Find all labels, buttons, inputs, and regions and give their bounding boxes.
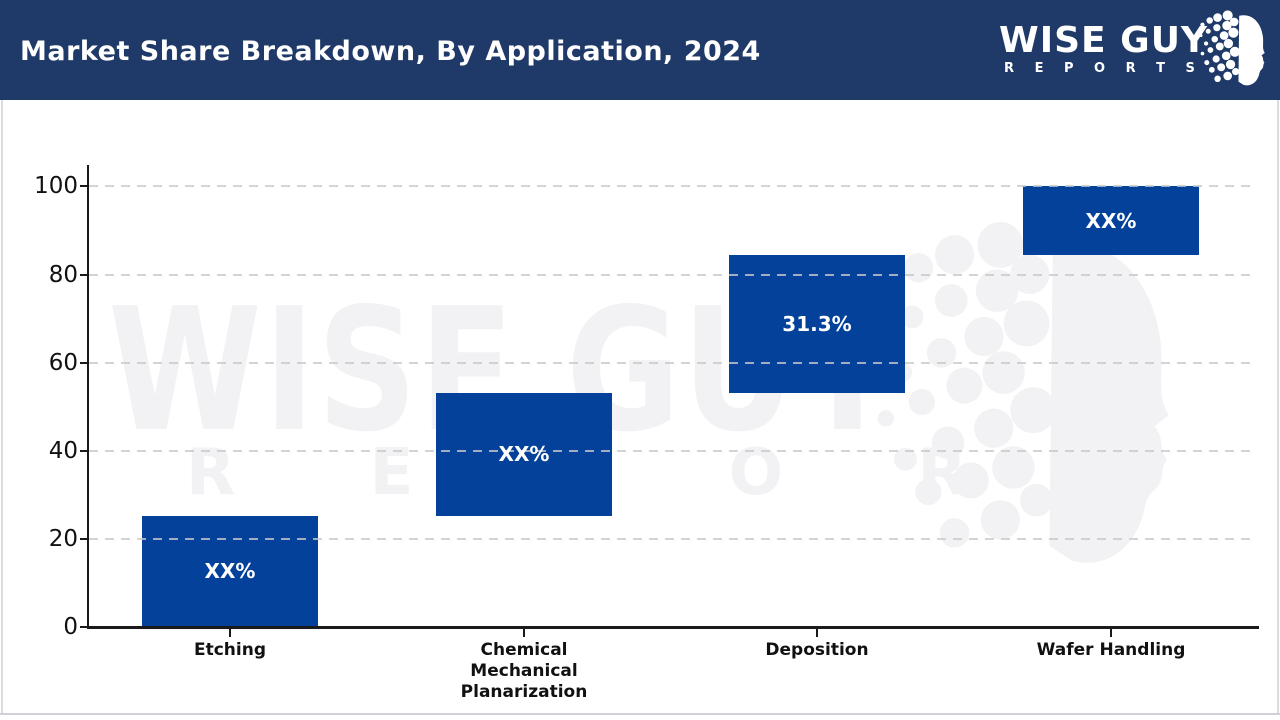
y-tick-label-0: 0 xyxy=(63,614,78,640)
gridline-80 xyxy=(89,273,1253,276)
bar-wafer-handling xyxy=(1023,186,1199,255)
gridline-40 xyxy=(89,449,1253,452)
page-border-right xyxy=(1277,100,1279,713)
y-tick-100 xyxy=(80,185,88,188)
y-tick-20 xyxy=(80,537,88,540)
y-tick-label-20: 20 xyxy=(48,525,78,552)
logo-head-icon xyxy=(1196,8,1268,92)
bar-value-label: XX% xyxy=(1085,208,1137,233)
bar-chemical-mechanical-planarization xyxy=(436,392,612,516)
x-axis-spine xyxy=(87,626,1259,629)
y-tick-label-80: 80 xyxy=(48,261,78,288)
logo-text: WISE GUY R E P O R T S xyxy=(999,22,1208,78)
x-category-label: Etching xyxy=(193,640,267,660)
gridline-100 xyxy=(89,185,1253,188)
logo-wordmark: WISE GUY xyxy=(998,20,1208,61)
chart-title: Market Share Breakdown, By Application, … xyxy=(20,36,761,67)
bar-deposition xyxy=(729,254,905,393)
x-tick xyxy=(1110,629,1112,637)
x-tick xyxy=(229,629,231,637)
y-tick-label-40: 40 xyxy=(48,437,78,464)
x-category-label: Chemical Mechanical Planarization xyxy=(460,640,588,702)
page-border-left xyxy=(1,100,3,713)
page-border-bottom xyxy=(0,713,1280,715)
bar-value-label: 31.3% xyxy=(782,311,852,336)
header-bar: Market Share Breakdown, By Application, … xyxy=(0,0,1280,100)
bar-value-label: XX% xyxy=(498,442,550,467)
y-axis-spine xyxy=(87,165,89,628)
x-tick xyxy=(816,629,818,637)
gridline-60 xyxy=(89,361,1253,364)
bar-etching xyxy=(142,515,318,627)
logo-reports-text: R E P O R T S xyxy=(1004,61,1203,76)
y-tick-80 xyxy=(80,273,88,276)
x-category-label: Wafer Handling xyxy=(1036,640,1186,660)
y-tick-label-60: 60 xyxy=(48,349,78,376)
x-category-label: Deposition xyxy=(765,640,869,660)
bar-value-label: XX% xyxy=(204,559,256,584)
x-tick xyxy=(523,629,525,637)
y-tick-0 xyxy=(80,626,88,628)
y-tick-label-100: 100 xyxy=(34,173,78,200)
y-tick-60 xyxy=(80,361,88,364)
wise-guy-logo: WISE GUY R E P O R T S xyxy=(999,8,1268,92)
gridline-20 xyxy=(89,537,1253,540)
y-tick-40 xyxy=(80,449,88,452)
